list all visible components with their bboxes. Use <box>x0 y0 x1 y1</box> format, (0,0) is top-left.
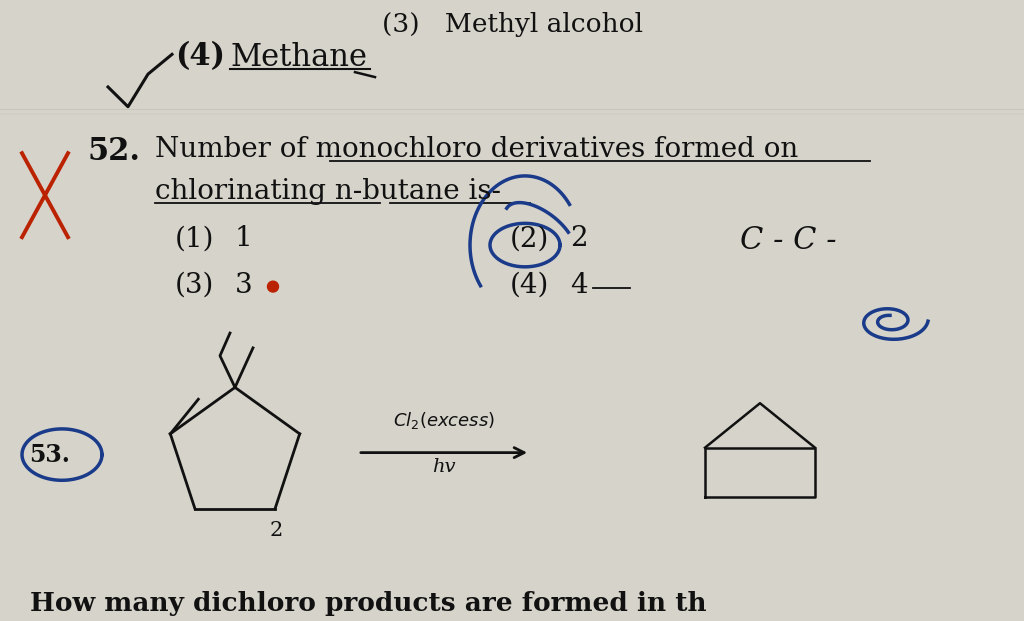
Text: How many dichloro products are formed in th: How many dichloro products are formed in… <box>30 591 707 616</box>
Text: 2: 2 <box>570 225 588 252</box>
Text: 3: 3 <box>234 272 253 299</box>
Text: 4: 4 <box>570 272 588 299</box>
Text: (1): (1) <box>175 225 214 252</box>
Text: (3): (3) <box>175 272 214 299</box>
Text: 1: 1 <box>234 225 253 252</box>
Text: 2: 2 <box>270 521 284 540</box>
Text: C - C -: C - C - <box>740 225 837 256</box>
Text: (4): (4) <box>510 272 549 299</box>
Text: Methane: Methane <box>230 42 367 73</box>
Text: $Cl_2(excess)$: $Cl_2(excess)$ <box>393 410 495 431</box>
Text: hv: hv <box>432 458 456 476</box>
Text: (2): (2) <box>510 225 549 252</box>
Text: (4): (4) <box>175 42 225 73</box>
Text: 52.: 52. <box>88 137 141 168</box>
Text: chlorinating n-butane is-: chlorinating n-butane is- <box>155 178 501 205</box>
Circle shape <box>267 281 279 292</box>
Text: 53.: 53. <box>30 443 71 466</box>
Text: Number of monochloro derivatives formed on: Number of monochloro derivatives formed … <box>155 137 799 163</box>
Text: (3)   Methyl alcohol: (3) Methyl alcohol <box>382 12 642 37</box>
